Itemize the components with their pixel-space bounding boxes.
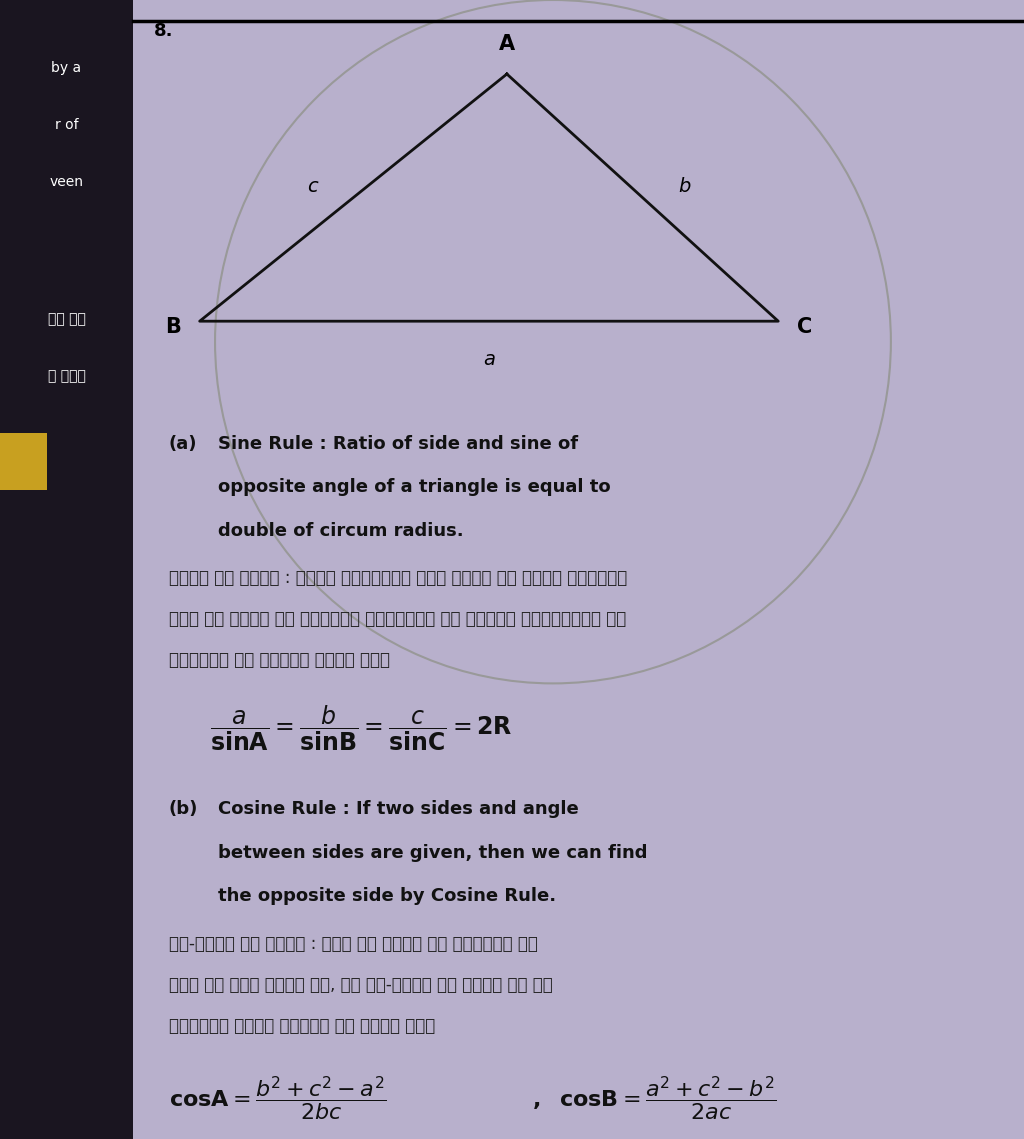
FancyBboxPatch shape bbox=[0, 0, 133, 1139]
Text: $\dfrac{a}{\mathbf{sinA}} = \dfrac{b}{\mathbf{sinB}} = \dfrac{c}{\mathbf{sinC}} : $\dfrac{a}{\mathbf{sinA}} = \dfrac{b}{\m… bbox=[210, 704, 512, 753]
Text: B: B bbox=[165, 317, 181, 337]
Text: बीच का कोण दिया हो, तो को-ज्या के नियम से हम: बीच का कोण दिया हो, तो को-ज्या के नियम स… bbox=[169, 976, 553, 993]
Text: between sides are given, then we can find: between sides are given, then we can fin… bbox=[218, 844, 647, 862]
Text: r of: r of bbox=[54, 118, 79, 132]
Text: को-ज्या का नियम : यदि दो भुजा और भुजाओं के: को-ज्या का नियम : यदि दो भुजा और भुजाओं … bbox=[169, 935, 538, 952]
Text: A: A bbox=[499, 33, 515, 54]
Text: (b): (b) bbox=[169, 801, 199, 819]
Text: े अनर: े अनर bbox=[48, 369, 85, 383]
Text: opposite angle of a triangle is equal to: opposite angle of a triangle is equal to bbox=[218, 478, 610, 497]
Text: the opposite side by Cosine Rule.: the opposite side by Cosine Rule. bbox=[218, 887, 556, 906]
Text: कोण की ज्या का अनुपात त्रिभुज की बाह्य त्रिज्या के: कोण की ज्या का अनुपात त्रिभुज की बाह्य त… bbox=[169, 611, 627, 629]
Text: c: c bbox=[307, 177, 317, 196]
Text: double of circum radius.: double of circum radius. bbox=[218, 522, 464, 540]
Text: by a: by a bbox=[51, 62, 82, 75]
Text: a: a bbox=[483, 350, 495, 369]
Text: 8.: 8. bbox=[154, 22, 173, 40]
FancyBboxPatch shape bbox=[0, 433, 47, 490]
Text: Sine Rule : Ratio of side and sine of: Sine Rule : Ratio of side and sine of bbox=[218, 435, 579, 453]
Text: ज्या का नियम : किसी त्रिभुज में भुजा और उसके विपरीत: ज्या का नियम : किसी त्रिभुज में भुजा और … bbox=[169, 570, 628, 588]
Text: Cosine Rule : If two sides and angle: Cosine Rule : If two sides and angle bbox=[218, 801, 579, 819]
Text: दोगुने के बराबर होता है।: दोगुने के बराबर होता है। bbox=[169, 652, 390, 670]
Text: $\mathbf{,\ \ cosB} = \dfrac{a^2 + c^2 - b^2}{2ac}$: $\mathbf{,\ \ cosB} = \dfrac{a^2 + c^2 -… bbox=[532, 1075, 777, 1123]
Text: veen: veen bbox=[49, 175, 84, 189]
Text: C: C bbox=[797, 317, 812, 337]
Text: (a): (a) bbox=[169, 435, 198, 453]
Text: $\mathbf{cosA} = \dfrac{b^2 + c^2 - a^2}{2bc}$: $\mathbf{cosA} = \dfrac{b^2 + c^2 - a^2}… bbox=[169, 1075, 387, 1123]
Text: b: b bbox=[678, 177, 691, 196]
Text: णा के: णा के bbox=[48, 312, 85, 326]
Text: विपरीत भुजा ज्ञात कर सकते है।: विपरीत भुजा ज्ञात कर सकते है। bbox=[169, 1017, 435, 1034]
